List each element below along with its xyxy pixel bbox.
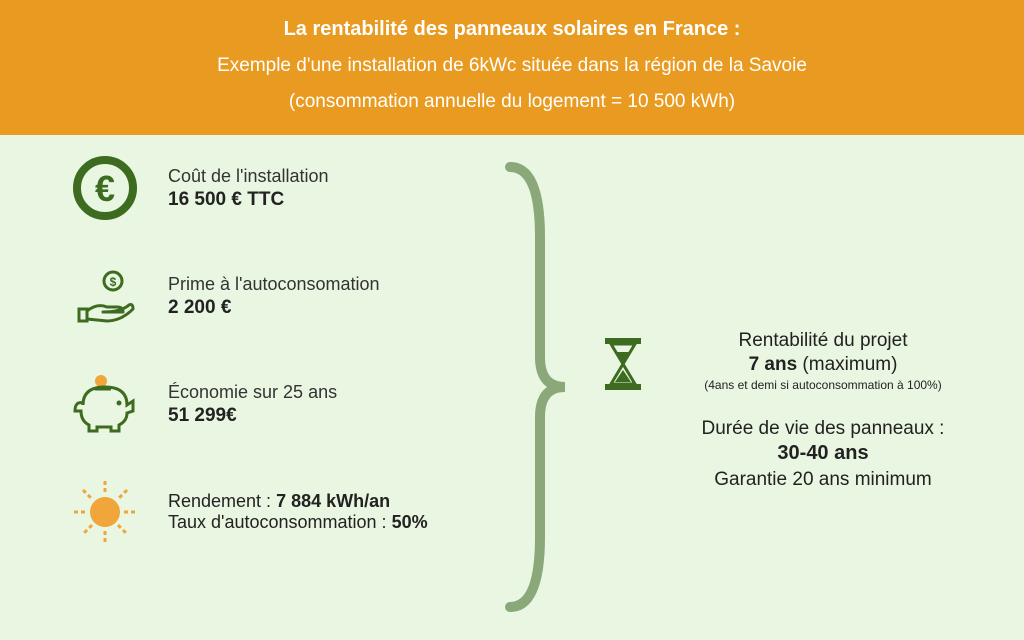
yield-line-1: Rendement : 7 884 kWh/an — [168, 491, 428, 512]
right-column: Rentabilité du projet 7 ans (maximum) (4… — [595, 330, 995, 491]
autoconsumption-label: Taux d'autoconsommation : — [168, 512, 392, 532]
warranty-text: Garantie 20 ans minimum — [673, 469, 973, 491]
item-value: 16 500 € TTC — [168, 189, 329, 211]
euro-coin-icon: € — [70, 153, 140, 223]
sun-icon — [70, 477, 140, 547]
item-savings: Économie sur 25 ans 51 299€ — [70, 369, 490, 439]
yield-value: 7 884 kWh/an — [276, 491, 390, 511]
lifespan-value: 30-40 ans — [673, 442, 973, 465]
item-cost: € Coût de l'installation 16 500 € TTC — [70, 153, 490, 223]
item-label: Économie sur 25 ans — [168, 382, 337, 403]
item-text: Rendement : 7 884 kWh/an Taux d'autocons… — [168, 491, 428, 533]
piggy-bank-icon — [70, 369, 140, 439]
item-prime: $ Prime à l'autoconsomation 2 200 € — [70, 261, 490, 331]
yield-line-2: Taux d'autoconsommation : 50% — [168, 512, 428, 533]
yield-label: Rendement : — [168, 491, 276, 511]
item-text: Coût de l'installation 16 500 € TTC — [168, 166, 329, 211]
header-title: La rentabilité des panneaux solaires en … — [40, 18, 984, 41]
infographic-body: € Coût de l'installation 16 500 € TTC $ … — [0, 135, 1024, 640]
left-column: € Coût de l'installation 16 500 € TTC $ … — [70, 153, 490, 547]
brace-icon — [500, 157, 570, 617]
header-subtitle-2: (consommation annuelle du logement = 10 … — [40, 91, 984, 113]
item-label: Prime à l'autoconsomation — [168, 274, 380, 295]
hand-coin-icon: $ — [70, 261, 140, 331]
header: La rentabilité des panneaux solaires en … — [0, 0, 1024, 135]
profitability-label: Rentabilité du projet — [673, 330, 973, 352]
autoconsumption-value: 50% — [392, 512, 428, 532]
lifespan-label: Durée de vie des panneaux : — [673, 418, 973, 440]
item-value: 51 299€ — [168, 405, 337, 427]
svg-text:$: $ — [110, 275, 117, 289]
item-text: Économie sur 25 ans 51 299€ — [168, 382, 337, 427]
right-text: Rentabilité du projet 7 ans (maximum) (4… — [673, 330, 973, 491]
profitability-suffix: (maximum) — [797, 354, 897, 375]
profitability-years: 7 ans — [749, 354, 798, 375]
profitability-note: (4ans et demi si autoconsommation à 100%… — [673, 378, 973, 392]
item-label: Coût de l'installation — [168, 166, 329, 187]
header-subtitle-1: Exemple d'une installation de 6kWc situé… — [40, 55, 984, 77]
item-text: Prime à l'autoconsomation 2 200 € — [168, 274, 380, 319]
item-yield: Rendement : 7 884 kWh/an Taux d'autocons… — [70, 477, 490, 547]
svg-text:€: € — [95, 168, 115, 209]
profitability-value: 7 ans (maximum) — [673, 354, 973, 376]
item-value: 2 200 € — [168, 297, 380, 319]
hourglass-icon — [595, 336, 651, 392]
